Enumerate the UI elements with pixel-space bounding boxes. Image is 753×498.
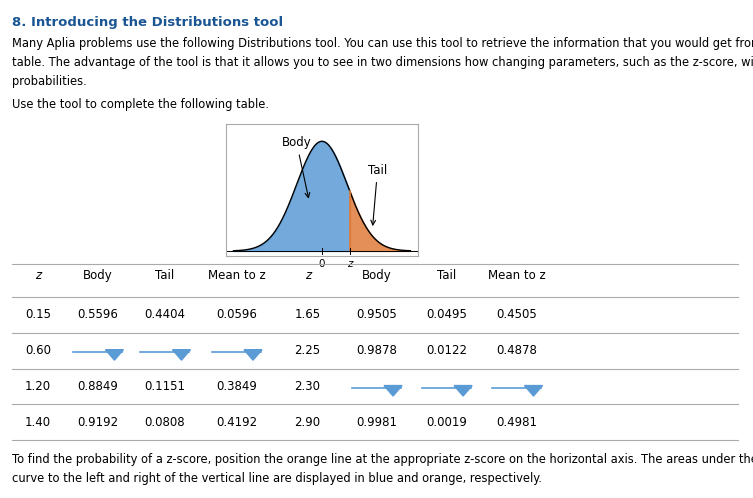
Text: Body: Body [83,269,113,282]
Text: 1.20: 1.20 [25,380,51,393]
Text: 0.60: 0.60 [25,344,51,357]
Text: table. The advantage of the tool is that it allows you to see in two dimensions : table. The advantage of the tool is that… [12,56,753,69]
Text: Use the tool to complete the following table.: Use the tool to complete the following t… [12,98,269,111]
Text: z: z [347,258,352,268]
Text: 0.4404: 0.4404 [145,308,185,321]
Text: probabilities.: probabilities. [12,75,87,88]
Text: 0.0808: 0.0808 [145,416,185,429]
Text: 0.9981: 0.9981 [356,416,397,429]
Text: 1.40: 1.40 [25,416,51,429]
Text: To find the probability of a z-score, position the orange line at the appropriat: To find the probability of a z-score, po… [12,453,753,466]
Text: 0.0122: 0.0122 [426,344,467,357]
Text: Tail: Tail [368,164,387,225]
Text: 2.30: 2.30 [294,380,321,393]
Text: 0.3849: 0.3849 [216,380,257,393]
Text: 0: 0 [319,258,325,268]
Text: 0.9505: 0.9505 [356,308,397,321]
Text: 2.90: 2.90 [294,416,321,429]
Text: 0.15: 0.15 [25,308,51,321]
Text: 0.0596: 0.0596 [216,308,257,321]
Text: Mean to z: Mean to z [488,269,546,282]
Text: 0.9878: 0.9878 [356,344,397,357]
Text: Tail: Tail [437,269,456,282]
Text: 8. Introducing the Distributions tool: 8. Introducing the Distributions tool [12,16,283,29]
Text: Body: Body [361,269,392,282]
Text: Mean to z: Mean to z [208,269,265,282]
Text: 0.8849: 0.8849 [78,380,118,393]
Text: 0.0019: 0.0019 [426,416,467,429]
Text: Body: Body [282,136,312,198]
Text: 2.25: 2.25 [294,344,321,357]
Text: 0.4981: 0.4981 [496,416,538,429]
Text: 0.0495: 0.0495 [426,308,467,321]
Text: z: z [304,269,311,282]
Text: curve to the left and right of the vertical line are displayed in blue and orang: curve to the left and right of the verti… [12,472,542,485]
Text: z: z [35,269,41,282]
Text: 0.4192: 0.4192 [216,416,257,429]
Text: 0.4878: 0.4878 [496,344,538,357]
Text: 0.9192: 0.9192 [78,416,118,429]
Text: 1.65: 1.65 [294,308,321,321]
Text: 0.4505: 0.4505 [496,308,538,321]
Text: Many Aplia problems use the following Distributions tool. You can use this tool : Many Aplia problems use the following Di… [12,37,753,50]
Text: 0.1151: 0.1151 [145,380,185,393]
Text: Tail: Tail [155,269,175,282]
Text: 0.5596: 0.5596 [78,308,118,321]
